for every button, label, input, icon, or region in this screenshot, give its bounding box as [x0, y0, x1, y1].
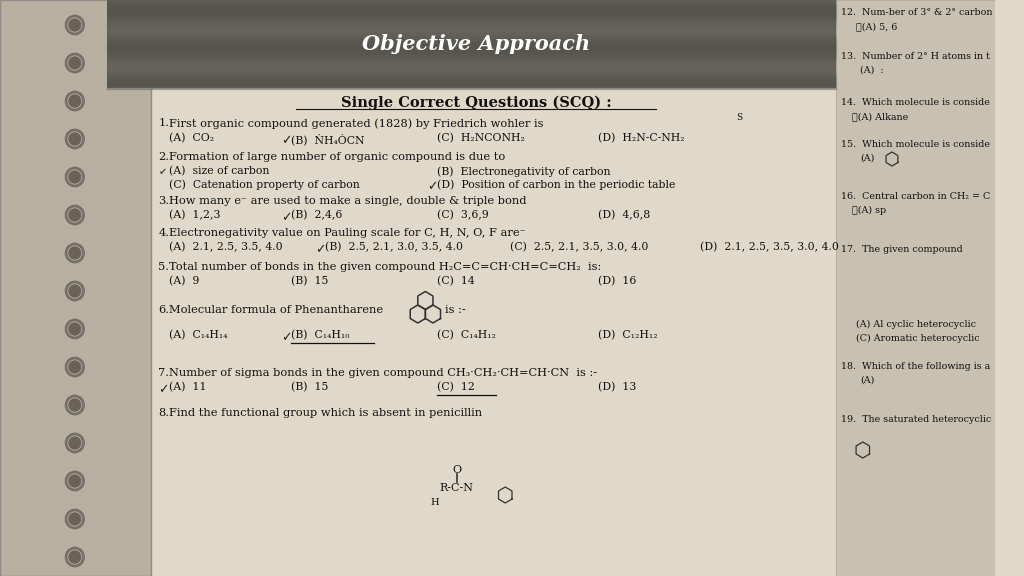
- Text: (C)  Catenation property of carbon: (C) Catenation property of carbon: [169, 179, 359, 190]
- Text: 15.  Which molecule is conside: 15. Which molecule is conside: [842, 140, 990, 149]
- Text: 19.  The saturated heterocyclic: 19. The saturated heterocyclic: [842, 415, 991, 424]
- Text: ✓(A) 5, 6: ✓(A) 5, 6: [856, 22, 897, 31]
- Text: 14.  Which molecule is conside: 14. Which molecule is conside: [842, 98, 990, 107]
- Text: 8.: 8.: [159, 408, 169, 418]
- Circle shape: [69, 247, 81, 259]
- Text: (C)  12: (C) 12: [437, 382, 475, 392]
- Circle shape: [69, 171, 81, 183]
- Text: (A)  C₁₄H₁₄: (A) C₁₄H₁₄: [169, 330, 227, 340]
- Text: (A) Al cyclic heterocyclic: (A) Al cyclic heterocyclic: [842, 320, 977, 329]
- Circle shape: [69, 133, 81, 145]
- Circle shape: [69, 323, 81, 335]
- Text: (A): (A): [860, 154, 874, 163]
- Circle shape: [69, 57, 81, 69]
- Text: (B)  15: (B) 15: [292, 276, 329, 286]
- Text: H: H: [430, 498, 439, 507]
- Text: 13.  Number of 2° H atoms in t: 13. Number of 2° H atoms in t: [842, 52, 990, 61]
- Text: (A)  11: (A) 11: [169, 382, 207, 392]
- Circle shape: [69, 475, 81, 487]
- Text: (D)  2.1, 2.5, 3.5, 3.0, 4.0: (D) 2.1, 2.5, 3.5, 3.0, 4.0: [699, 242, 839, 252]
- Text: Formation of large number of organic compound is due to: Formation of large number of organic com…: [169, 152, 505, 162]
- Text: (A)  size of carbon: (A) size of carbon: [169, 166, 269, 176]
- Text: (D)  13: (D) 13: [598, 382, 636, 392]
- Text: (C)  2.5, 2.1, 3.5, 3.0, 4.0: (C) 2.5, 2.1, 3.5, 3.0, 4.0: [510, 242, 648, 252]
- Text: 4.: 4.: [159, 228, 169, 238]
- Text: S: S: [736, 113, 742, 122]
- Circle shape: [69, 19, 81, 31]
- Text: (B)  ṄH₄ȮCN: (B) ṄH₄ȮCN: [292, 133, 365, 145]
- Text: (D)  H₂N-C-NH₂: (D) H₂N-C-NH₂: [598, 133, 684, 143]
- Text: 5.: 5.: [159, 262, 169, 272]
- Text: How many e⁻ are used to make a single, double & triple bond: How many e⁻ are used to make a single, d…: [169, 196, 526, 206]
- Text: O: O: [453, 465, 461, 475]
- Text: ✓(A) Alkane: ✓(A) Alkane: [852, 112, 908, 121]
- Text: ✓: ✓: [281, 134, 291, 147]
- Bar: [106, 0, 836, 88]
- Text: 2.: 2.: [159, 152, 169, 162]
- Text: 16.  Central carbon in CH₂ = C: 16. Central carbon in CH₂ = C: [842, 192, 990, 201]
- Circle shape: [69, 285, 81, 297]
- Text: (C) Aromatic heterocyclic: (C) Aromatic heterocyclic: [842, 334, 980, 343]
- Text: (C)  H₂NCONH₂: (C) H₂NCONH₂: [437, 133, 525, 143]
- Circle shape: [69, 209, 81, 221]
- Text: (A)  CO₂: (A) CO₂: [169, 133, 214, 143]
- Text: (B)  C₁₄H₁₀: (B) C₁₄H₁₀: [292, 330, 350, 340]
- Text: Objective Approach: Objective Approach: [362, 34, 590, 54]
- Text: (B)  2,4,6: (B) 2,4,6: [292, 210, 343, 221]
- Text: 17.  The given compound: 17. The given compound: [842, 245, 964, 254]
- Text: (A)  9: (A) 9: [169, 276, 200, 286]
- Text: (D)  Position of carbon in the periodic table: (D) Position of carbon in the periodic t…: [437, 179, 676, 190]
- Text: (C)  3,6,9: (C) 3,6,9: [437, 210, 489, 221]
- Circle shape: [69, 399, 81, 411]
- Text: 18.  Which of the following is a: 18. Which of the following is a: [842, 362, 990, 371]
- Circle shape: [69, 513, 81, 525]
- Text: (D)  4,6,8: (D) 4,6,8: [598, 210, 650, 221]
- Text: ✓: ✓: [159, 383, 169, 396]
- Circle shape: [69, 361, 81, 373]
- Text: 6.: 6.: [159, 305, 169, 315]
- Text: ✓: ✓: [314, 243, 326, 256]
- Text: (B)  2.5, 2.1, 3.0, 3.5, 4.0: (B) 2.5, 2.1, 3.0, 3.5, 4.0: [326, 242, 464, 252]
- Text: 12.  Num­ber of 3° & 2° carbon: 12. Num­ber of 3° & 2° carbon: [842, 8, 993, 17]
- Text: (A): (A): [860, 376, 874, 385]
- Text: (A)  :: (A) :: [860, 66, 884, 75]
- Text: Find the functional group which is absent in penicillin: Find the functional group which is absen…: [169, 408, 482, 418]
- Text: is :-: is :-: [445, 305, 466, 315]
- Text: ✓(A) sp: ✓(A) sp: [852, 206, 886, 215]
- Bar: [836, 0, 995, 576]
- Text: (A)  2.1, 2.5, 3.5, 4.0: (A) 2.1, 2.5, 3.5, 4.0: [169, 242, 283, 252]
- Text: (B)  15: (B) 15: [292, 382, 329, 392]
- Text: ✓: ✓: [281, 331, 291, 344]
- Text: Electronegativity value on Pauling scale for C, H, N, O, F are⁻: Electronegativity value on Pauling scale…: [169, 228, 525, 238]
- Text: ✔: ✔: [159, 167, 167, 177]
- Text: (D)  16: (D) 16: [598, 276, 636, 286]
- Text: First organic compound generated (1828) by Friedrich wohler is: First organic compound generated (1828) …: [169, 118, 544, 128]
- Text: ✓: ✓: [281, 211, 291, 224]
- Text: (B)  Electronegativity of carbon: (B) Electronegativity of carbon: [437, 166, 610, 177]
- Circle shape: [69, 437, 81, 449]
- Text: Total number of bonds in the given compound H₂C=C=CH·CH=C=CH₂  is:: Total number of bonds in the given compo…: [169, 262, 601, 272]
- Text: (D)  C₁₂H₁₂: (D) C₁₂H₁₂: [598, 330, 657, 340]
- Text: Number of sigma bonds in the given compound CH₃·CH₂·CH=CH·CN  is :-: Number of sigma bonds in the given compo…: [169, 368, 597, 378]
- Text: (C)  14: (C) 14: [437, 276, 475, 286]
- Text: (C)  C₁₄H₁₂: (C) C₁₄H₁₂: [437, 330, 497, 340]
- Circle shape: [69, 95, 81, 107]
- Text: R-C-N: R-C-N: [439, 483, 473, 493]
- Text: 1.: 1.: [159, 118, 169, 128]
- Text: 7.: 7.: [159, 368, 169, 378]
- Text: Molecular formula of Phenantharene: Molecular formula of Phenantharene: [169, 305, 383, 315]
- Bar: [0, 0, 151, 576]
- Text: Single Correct Questions (SCQ) :: Single Correct Questions (SCQ) :: [341, 96, 611, 110]
- Text: 3.: 3.: [159, 196, 169, 206]
- Text: ✓: ✓: [427, 180, 438, 193]
- Text: (A)  1,2,3: (A) 1,2,3: [169, 210, 220, 221]
- Circle shape: [69, 551, 81, 563]
